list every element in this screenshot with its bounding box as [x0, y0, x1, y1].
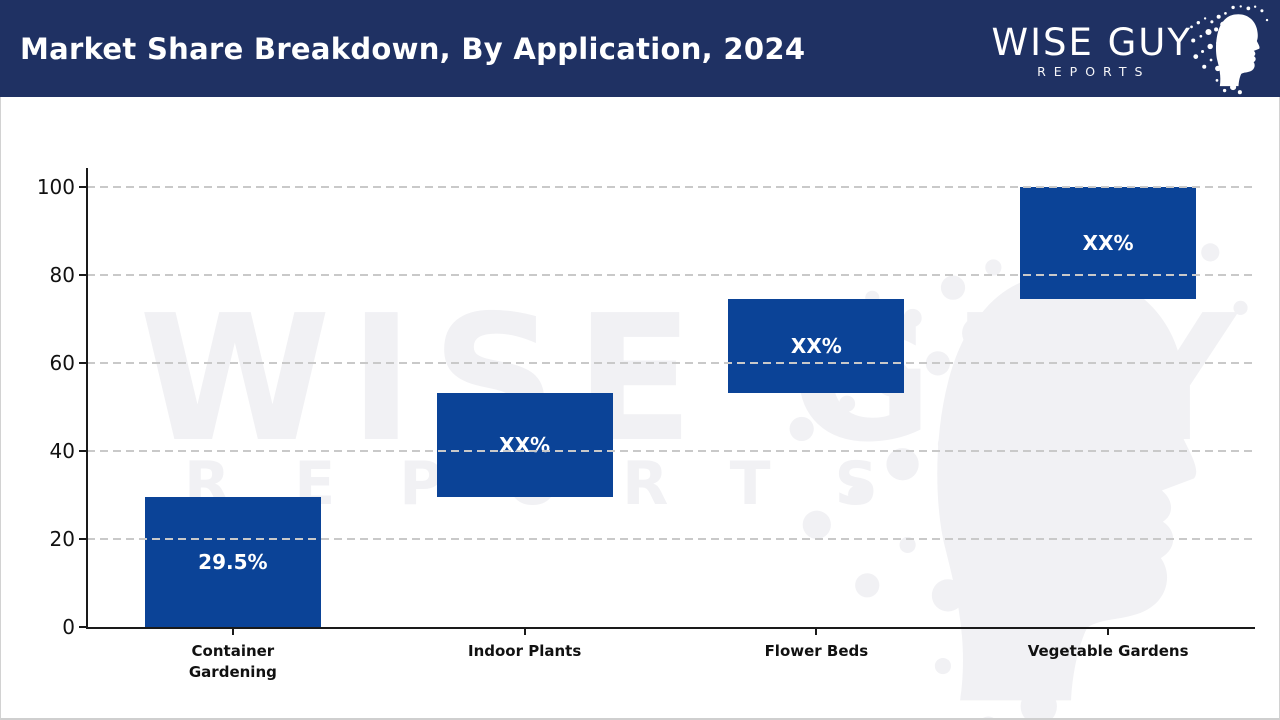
page-title: Market Share Breakdown, By Application, … [20, 31, 806, 66]
y-tick-mark [79, 626, 87, 628]
bar-segment-indoor-plants: XX% [436, 392, 613, 498]
bar-segment-container-gardening: 29.5% [144, 497, 321, 627]
logo-text: WISE GUY REPORTS [991, 21, 1192, 79]
logo-subtext: REPORTS [1037, 63, 1151, 79]
bar-value-label: XX% [1082, 231, 1134, 256]
gridline [87, 538, 1254, 540]
y-tick-mark [79, 274, 87, 276]
bar-value-label: 29.5% [198, 550, 268, 575]
y-tick-label: 60 [49, 351, 75, 375]
bar-segment-vegetable-gardens: XX% [1020, 187, 1197, 300]
header-bar: Market Share Breakdown, By Application, … [0, 0, 1280, 97]
bar-value-label: XX% [790, 334, 842, 359]
gridline [87, 362, 1254, 364]
wise-guy-logo: WISE GUY REPORTS [992, 4, 1274, 99]
x-axis-label: Flower Beds [764, 642, 869, 660]
x-tick-mark [231, 627, 234, 635]
y-tick-mark [79, 186, 87, 188]
gridline [87, 274, 1254, 276]
x-tick-mark [815, 627, 818, 635]
y-tick-mark [79, 362, 87, 364]
logo-wordmark: WISE GUY [991, 21, 1192, 65]
y-tick-label: 20 [49, 527, 75, 551]
y-axis [86, 168, 88, 629]
x-axis-label: Container Gardening [188, 642, 277, 681]
y-tick-label: 80 [49, 263, 75, 287]
x-axis [86, 627, 1255, 629]
y-tick-mark [79, 538, 87, 540]
gridline [87, 186, 1254, 188]
y-tick-label: 100 [36, 175, 75, 199]
bar-segment-flower-beds: XX% [728, 299, 905, 393]
gridline [87, 450, 1254, 452]
y-tick-label: 0 [62, 615, 75, 639]
x-tick-mark [1107, 627, 1110, 635]
logo-head-icon [1190, 5, 1269, 95]
x-tick-mark [523, 627, 526, 635]
bar-value-label: XX% [499, 433, 551, 458]
x-axis-label: Indoor Plants [467, 642, 582, 660]
x-axis-label: Vegetable Gardens [1027, 642, 1189, 660]
y-tick-label: 40 [49, 439, 75, 463]
y-tick-mark [79, 450, 87, 452]
chart-area: WISE GUY REPORTS 02040608010029.5%Contai… [0, 97, 1280, 720]
